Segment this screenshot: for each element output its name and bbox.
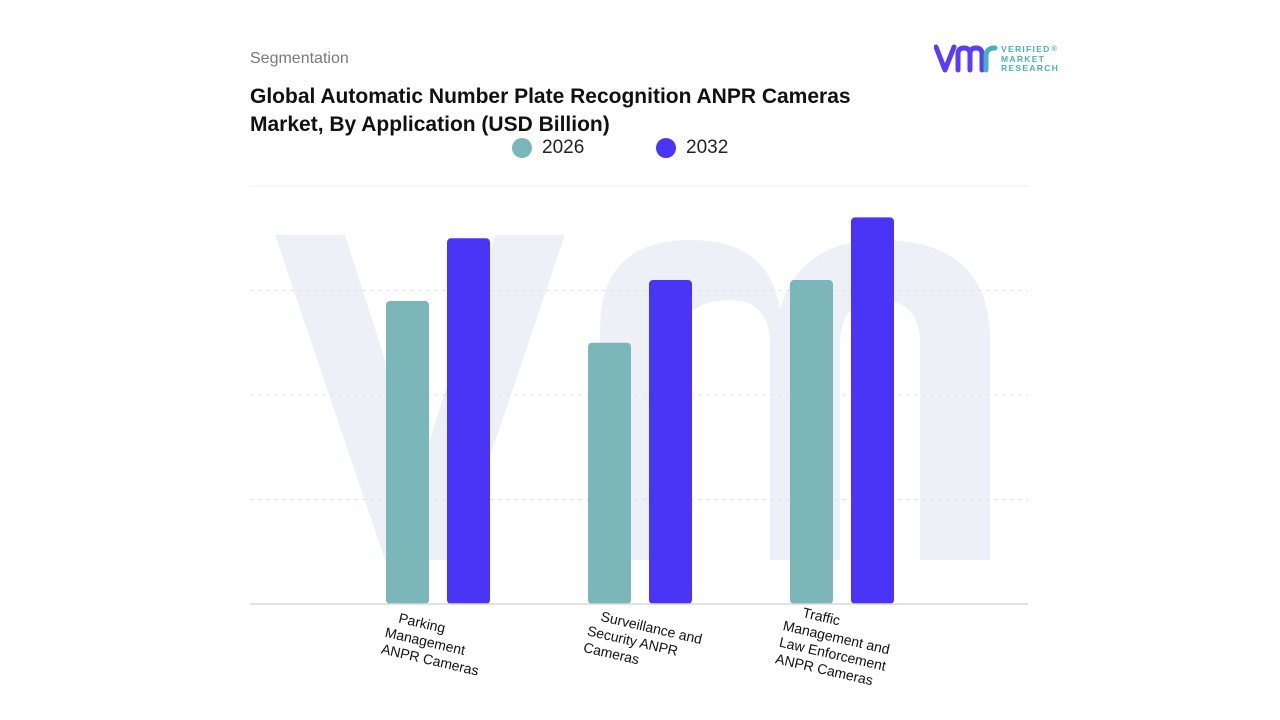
bar-2026-3: [790, 280, 833, 604]
vmr-logo-mark-icon: [934, 44, 998, 73]
bar-2026-1: [386, 300, 429, 604]
bar-2026-2: [588, 342, 631, 604]
logo-line-research: RESEARCH: [1001, 63, 1060, 73]
logo-line-verified: VERIFIED: [1001, 44, 1051, 54]
legend-swatch-2032: [656, 138, 676, 158]
bar-2032-3: [851, 217, 894, 604]
legend-swatch-2026: [512, 138, 532, 158]
legend-label-2026: 2026: [542, 137, 585, 158]
logo-line-market: MARKET: [1001, 53, 1046, 64]
chart-title: Global Automatic Number Plate Recognitio…: [250, 85, 851, 136]
bar-2032-2: [649, 280, 692, 604]
bar-2032-1: [447, 238, 490, 604]
logo-registered-mark: ®: [1051, 46, 1059, 53]
chart-subtitle: Segmentation: [250, 50, 349, 67]
legend-label-2032: 2032: [686, 137, 729, 158]
vmr-logo: VERIFIED® MARKET RESEARCH: [934, 44, 1064, 76]
vmr-logo-text: VERIFIED® MARKET RESEARCH: [1001, 44, 1060, 74]
